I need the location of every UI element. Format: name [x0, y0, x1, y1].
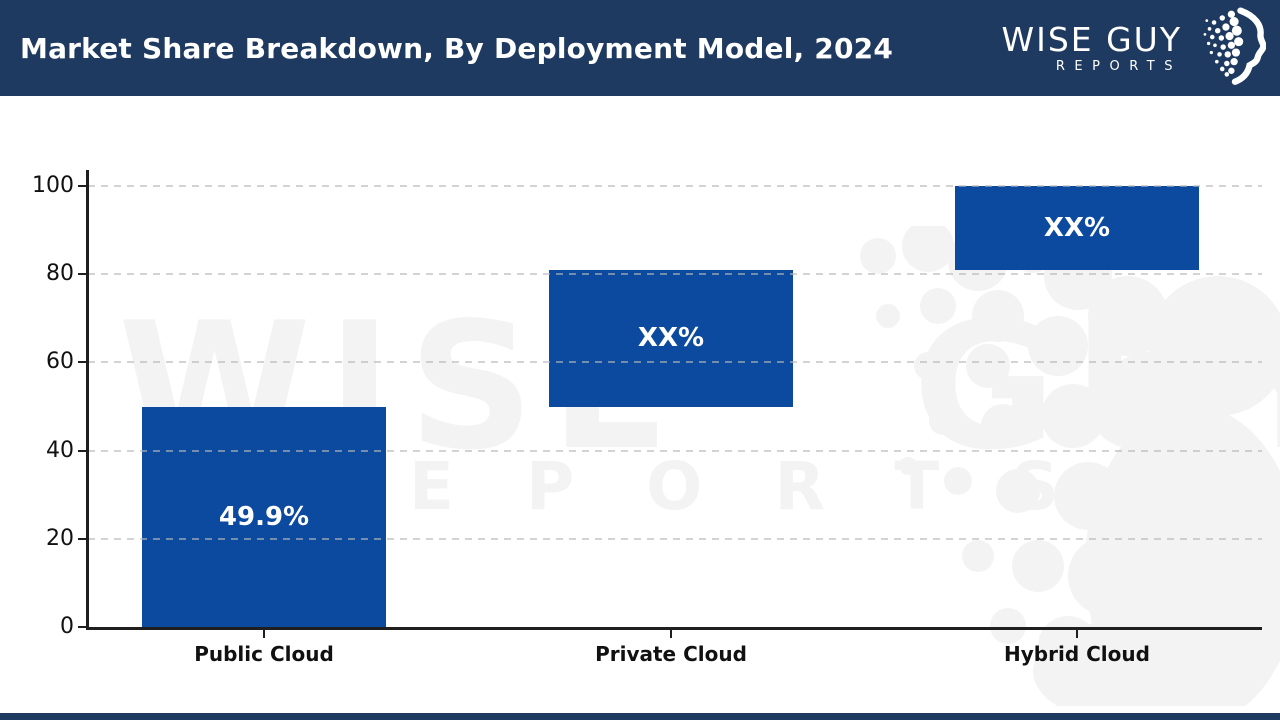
x-tick-mark: [1076, 630, 1078, 638]
gridline-100: [88, 185, 1262, 187]
gridline-80: [88, 273, 1262, 276]
bar-value-label: XX%: [1043, 212, 1111, 243]
watermark-head-graphic: [860, 226, 1280, 706]
y-tick-mark: [78, 185, 86, 187]
x-tick-mark: [263, 630, 265, 638]
y-tick-mark: [78, 273, 86, 276]
x-tick-label-private-cloud: Private Cloud: [595, 642, 747, 666]
gridline-40: [88, 449, 1262, 452]
logo-wordmark: WISE GUY REPORTS: [1001, 23, 1182, 73]
watermark-reports: REPORTS: [286, 448, 1131, 525]
y-tick-label: 60: [46, 349, 74, 375]
footer-bar: [0, 713, 1280, 720]
gridline-60: [88, 361, 1262, 364]
y-tick-label: 100: [32, 173, 74, 198]
y-tick-label: 0: [60, 614, 74, 639]
logo-head-icon: [1203, 7, 1266, 85]
header: Market Share Breakdown, By Deployment Mo…: [0, 0, 1280, 96]
bar-public-cloud: 49.9%: [142, 406, 386, 627]
logo-line1: WISE GUY: [1001, 20, 1182, 59]
y-tick-mark: [78, 537, 86, 540]
y-tick-label: 80: [46, 261, 74, 287]
gridline-20: [88, 537, 1262, 540]
bar-hybrid-cloud: XX%: [955, 186, 1199, 270]
logo-line2: REPORTS: [1055, 59, 1182, 74]
y-tick-mark: [78, 449, 86, 452]
y-axis-spine: [86, 170, 89, 630]
chart-title: Market Share Breakdown, By Deployment Mo…: [20, 31, 894, 65]
wiseguy-logo: WISE GUY REPORTS: [1001, 6, 1266, 90]
x-tick-mark: [670, 630, 672, 638]
y-tick-mark: [78, 361, 86, 364]
x-axis-spine: [88, 627, 1262, 630]
bar-value-label: XX%: [637, 323, 705, 354]
x-tick-label-hybrid-cloud: Hybrid Cloud: [1004, 642, 1150, 666]
x-tick-label-public-cloud: Public Cloud: [194, 642, 334, 666]
bar-private-cloud: XX%: [549, 269, 793, 407]
y-tick-label: 40: [46, 437, 74, 463]
bar-value-label: 49.9%: [218, 501, 310, 532]
y-tick-label: 20: [46, 525, 74, 551]
y-tick-mark: [78, 626, 86, 628]
